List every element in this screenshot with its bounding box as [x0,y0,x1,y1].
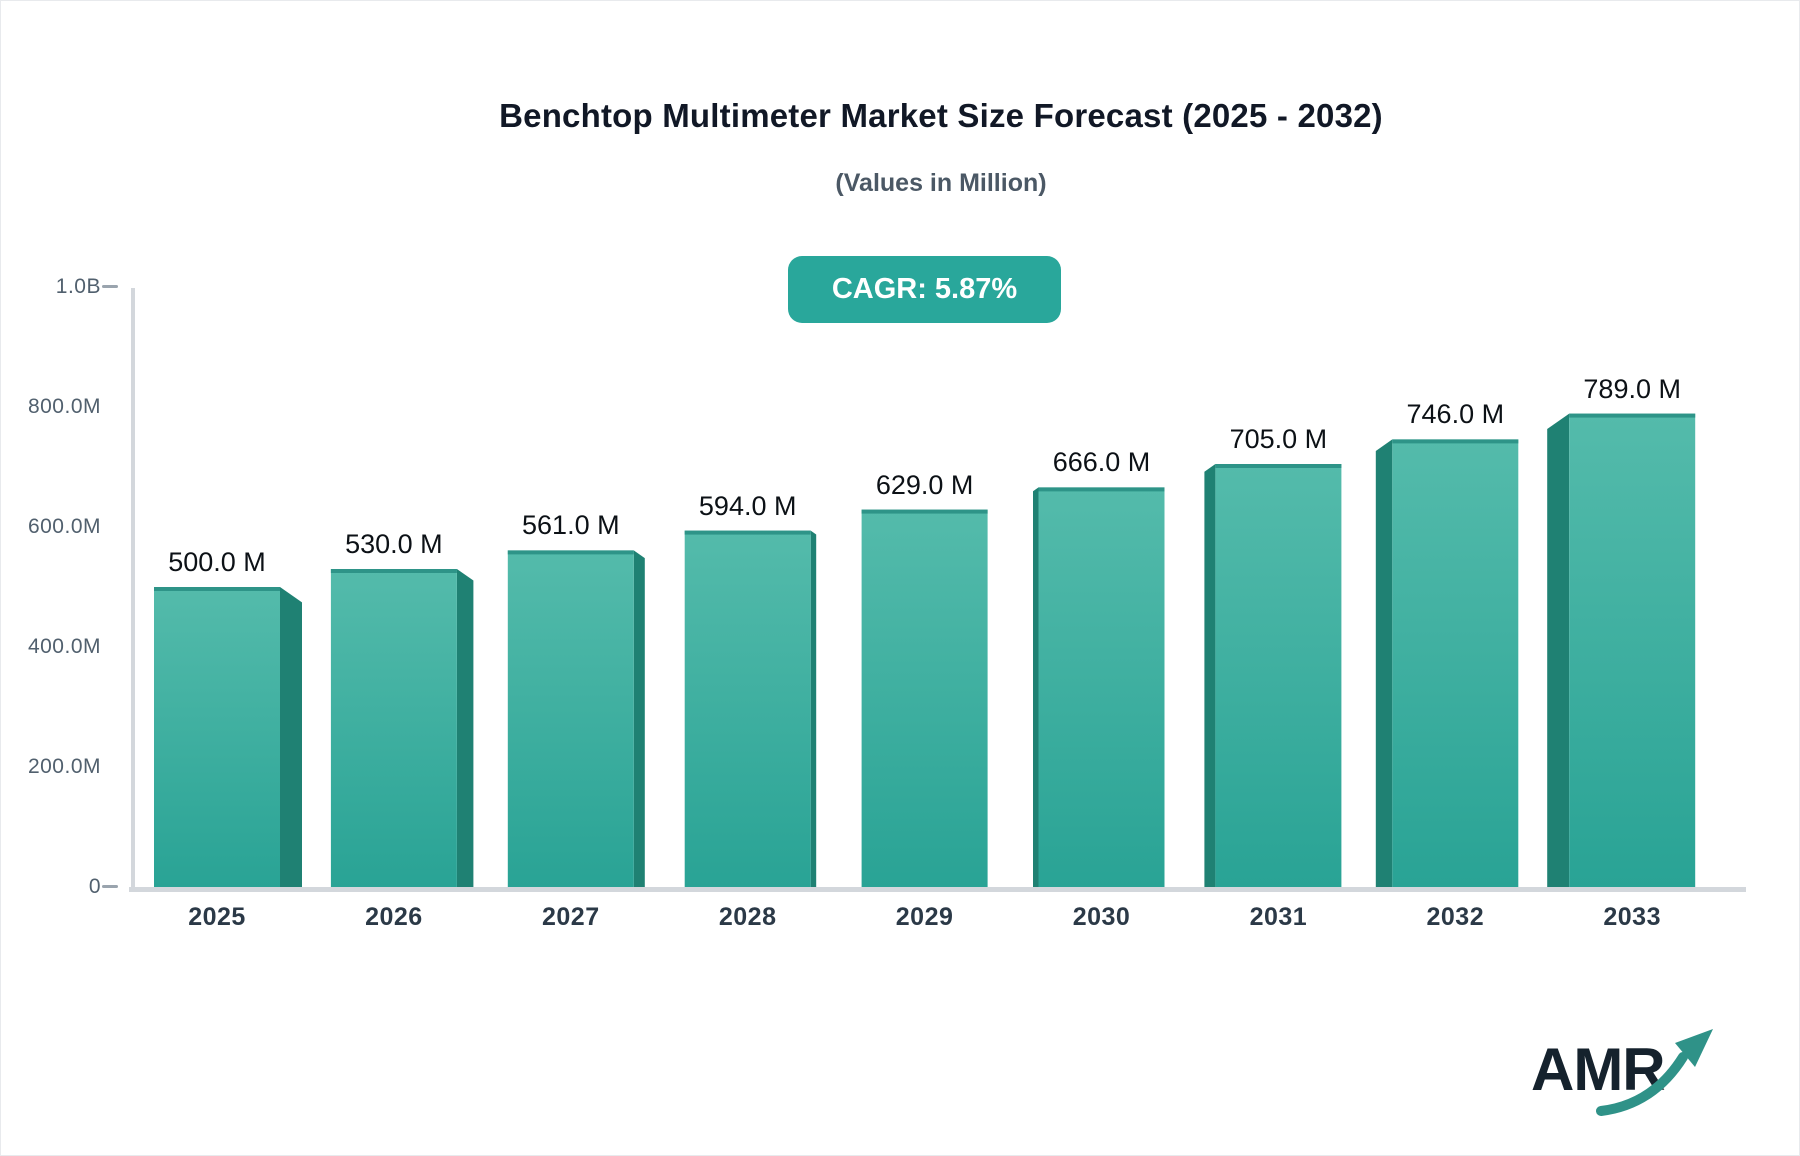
bar-value-label: 629.0 M [875,469,974,500]
bar-2026 [330,569,474,887]
bar-2031 [1204,464,1342,887]
growth-arrow-icon [1596,1029,1713,1116]
bar-side-face [1204,464,1216,887]
x-axis-line [129,887,1746,892]
y-axis-label: 600.0M [27,515,101,538]
bar-top-edge [1392,439,1519,444]
bar-2025 [154,587,302,887]
bar-value-label: 789.0 M [1583,373,1681,404]
y-axis-label: 200.0M [27,755,101,778]
y-axis-label: 1.0B [55,275,101,298]
x-axis-label-2029: 2029 [895,903,954,931]
bar-value-label: 561.0 M [522,510,620,541]
bar-top-edge [1215,464,1342,468]
bar-top-edge [684,530,811,535]
x-axis-label-2026: 2026 [365,903,423,931]
bar-front-face [154,587,280,887]
x-axis-label-2031: 2031 [1249,903,1308,931]
x-axis-label-2027: 2027 [541,903,600,931]
axes [129,288,1746,892]
bar-front-face [1569,413,1696,887]
y-axis-label: 800.0M [27,395,101,418]
bar-value-label: 705.0 M [1229,424,1328,454]
y-axis-line [131,288,135,889]
bar-2033 [1547,413,1696,887]
x-axis-label-2030: 2030 [1072,903,1131,931]
bar-value-label: 746.0 M [1406,399,1505,430]
bar-front-face [330,569,457,887]
bar-side-face [1033,487,1039,887]
y-axis-label: 400.0M [27,635,101,658]
cagr-badge: CAGR: 5.87% [788,256,1061,323]
bar-2030 [1033,487,1165,887]
bar-value-label: 530.0 M [345,529,443,559]
page-subtitle: (Values in Million) [835,169,1047,197]
bar-2032 [1375,439,1519,887]
y-axis-tick [102,285,118,288]
y-axis-label: 0 [88,875,101,898]
amr-logo: AMR [1521,1023,1731,1118]
bar-front-face [1215,464,1342,887]
x-axis-label-2032: 2032 [1426,903,1485,931]
bar-value-label: 594.0 M [698,490,797,521]
bar-top-edge [861,509,988,514]
bar-top-edge [1038,487,1165,492]
bar-value-label: 666.0 M [1052,447,1151,478]
bar-front-face [684,530,811,887]
x-axis-label-2028: 2028 [718,903,777,931]
bar-value-label: 500.0 M [168,547,266,577]
bar-top-edge [154,587,280,591]
bar-2027 [507,550,645,887]
bar-top-edge [507,550,634,555]
bar-top-edge [1569,413,1696,418]
bar-top-edge [330,569,457,573]
x-axis-label-2025: 2025 [188,903,246,931]
bar-front-face [1392,439,1519,887]
page-title: Benchtop Multimeter Market Size Forecast… [499,97,1383,134]
bar-front-face [1038,487,1165,887]
bar-front-face [507,550,634,887]
bar-side-face [633,550,645,887]
y-axis-tick [102,885,118,888]
bar-side-face [1375,439,1393,887]
bar-side-face [280,587,302,887]
x-axis-label-2033: 2033 [1603,903,1661,931]
bar-front-face [861,509,988,887]
bar-2028 [684,530,817,887]
bar-2029 [861,509,988,887]
bar-side-face [1547,413,1570,887]
bar-side-face [810,530,817,887]
bar-side-face [456,569,474,887]
bars [154,413,1696,887]
